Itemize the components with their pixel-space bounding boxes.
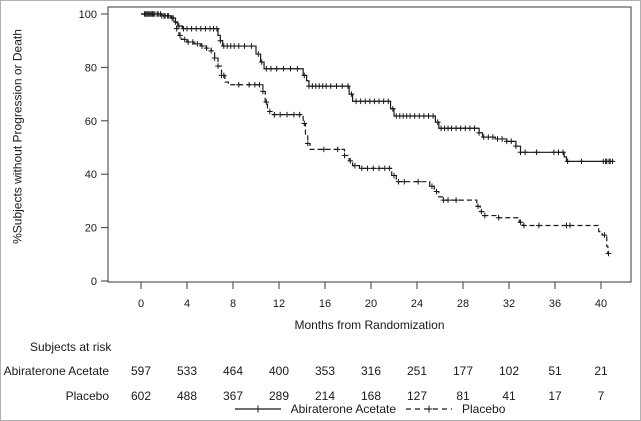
risk-count: 127 xyxy=(406,389,428,403)
risk-row-label-abiraterone: Abiraterone Acetate xyxy=(3,364,109,378)
x-tick-label: 40 xyxy=(595,298,607,310)
y-tick-label: 80 xyxy=(85,62,97,74)
x-tick-label: 12 xyxy=(273,298,285,310)
x-tick-label: 16 xyxy=(319,298,331,310)
risk-count: 597 xyxy=(130,364,152,378)
risk-count: 102 xyxy=(498,364,520,378)
y-tick-label: 0 xyxy=(91,276,97,288)
risk-count: 316 xyxy=(360,364,382,378)
legend-solid-line-icon xyxy=(234,405,281,413)
risk-row-abiraterone: Abiraterone Acetate 597 533 464 400 353 316 25… xyxy=(1,364,640,378)
risk-count: 488 xyxy=(176,389,198,403)
risk-count: 51 xyxy=(548,364,562,378)
y-tick-label: 20 xyxy=(85,223,97,235)
legend: Abiraterone Acetate Placebo xyxy=(108,401,631,417)
censor-marks-placebo xyxy=(142,11,612,257)
risk-row-placebo: Placebo 602 488 367 289 214 168 127 81 41 17 7 xyxy=(1,389,640,403)
x-tick-label: 4 xyxy=(184,298,190,310)
legend-label-placebo: Placebo xyxy=(462,402,506,416)
risk-count: 7 xyxy=(597,389,605,403)
y-tick-label: 100 xyxy=(79,9,97,21)
risk-count: 464 xyxy=(222,364,244,378)
legend-dashed-line-icon xyxy=(406,405,453,413)
risk-count: 168 xyxy=(360,389,382,403)
risk-count: 21 xyxy=(594,364,608,378)
censor-marks-abiraterone xyxy=(141,11,616,165)
risk-count: 214 xyxy=(314,389,336,403)
risk-count: 81 xyxy=(456,389,470,403)
risk-count: 177 xyxy=(452,364,474,378)
x-tick-label: 32 xyxy=(503,298,515,310)
x-tick-label: 24 xyxy=(411,298,423,310)
plot-frame xyxy=(107,6,632,283)
x-tick-label: 0 xyxy=(138,298,144,310)
risk-count: 41 xyxy=(502,389,516,403)
x-tick-label: 28 xyxy=(457,298,469,310)
risk-row-label-placebo: Placebo xyxy=(65,389,109,403)
risk-count: 251 xyxy=(406,364,428,378)
risk-count: 602 xyxy=(130,389,152,403)
risk-table-title: Subjects at risk xyxy=(30,340,112,354)
x-tick-label: 36 xyxy=(549,298,561,310)
curve-abiraterone xyxy=(141,13,614,162)
risk-count: 289 xyxy=(268,389,290,403)
risk-count: 400 xyxy=(268,364,290,378)
y-tick-label: 60 xyxy=(85,116,97,128)
legend-label-abiraterone: Abiraterone Acetate xyxy=(290,402,397,416)
y-tick-label: 40 xyxy=(85,169,97,181)
risk-count: 367 xyxy=(222,389,244,403)
x-tick-label: 8 xyxy=(230,298,236,310)
risk-count: 17 xyxy=(548,389,562,403)
risk-count: 533 xyxy=(176,364,198,378)
y-axis-title: %Subjects without Progression or Death xyxy=(10,29,25,244)
x-tick-label: 20 xyxy=(365,298,377,310)
risk-count: 353 xyxy=(314,364,336,378)
x-axis-title: Months from Randomization xyxy=(294,318,445,332)
